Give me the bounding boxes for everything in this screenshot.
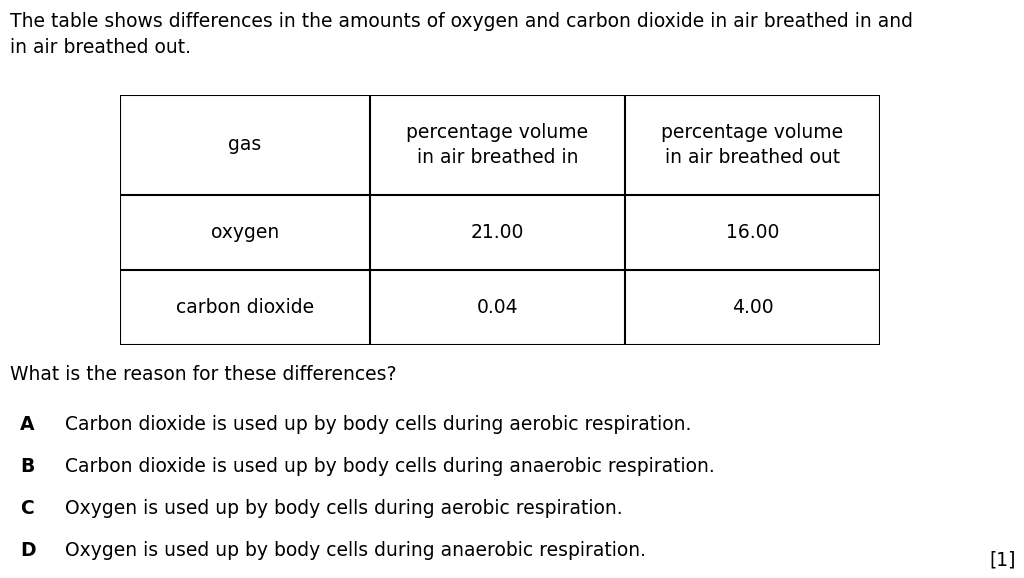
Text: Carbon dioxide is used up by body cells during aerobic respiration.: Carbon dioxide is used up by body cells … [65,415,691,434]
Text: What is the reason for these differences?: What is the reason for these differences… [10,365,396,384]
Text: D: D [20,541,36,560]
Text: Oxygen is used up by body cells during anaerobic respiration.: Oxygen is used up by body cells during a… [65,541,646,560]
Text: B: B [20,457,35,476]
Text: carbon dioxide: carbon dioxide [176,298,314,317]
Text: gas: gas [228,135,261,154]
Text: 0.04: 0.04 [477,298,518,317]
Text: Carbon dioxide is used up by body cells during anaerobic respiration.: Carbon dioxide is used up by body cells … [65,457,715,476]
Text: in air breathed out.: in air breathed out. [10,38,191,57]
Text: [1]: [1] [989,551,1016,570]
Text: percentage volume
in air breathed in: percentage volume in air breathed in [407,123,589,167]
Text: 4.00: 4.00 [732,298,773,317]
Text: The table shows differences in the amounts of oxygen and carbon dioxide in air b: The table shows differences in the amoun… [10,12,913,31]
Text: 21.00: 21.00 [471,223,524,242]
Text: C: C [20,499,34,518]
Text: 16.00: 16.00 [726,223,779,242]
Text: A: A [20,415,35,434]
Text: percentage volume
in air breathed out: percentage volume in air breathed out [662,123,844,167]
Text: oxygen: oxygen [211,223,280,242]
Text: Oxygen is used up by body cells during aerobic respiration.: Oxygen is used up by body cells during a… [65,499,623,518]
